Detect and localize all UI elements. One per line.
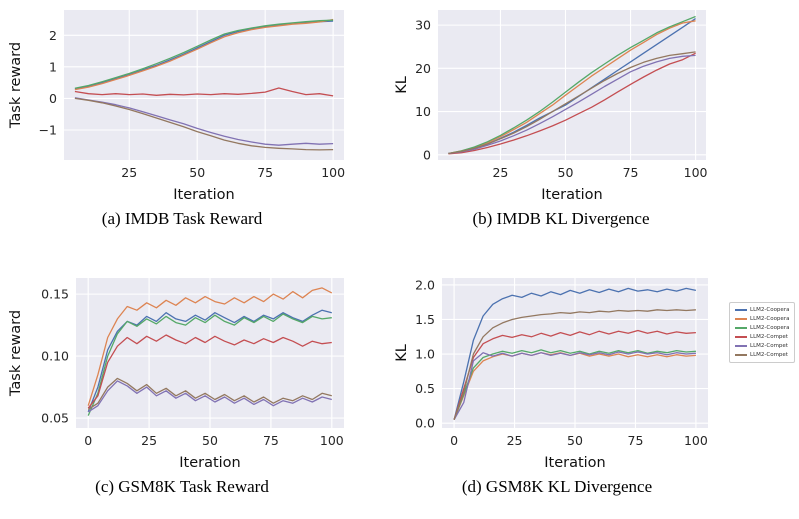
y-tick-label: 1.5 — [415, 312, 435, 327]
legend-item: LLM2-Coopera — [735, 316, 789, 322]
x-tick-label: 100 — [321, 165, 345, 180]
x-tick-label: 100 — [684, 165, 708, 180]
series-line-brown — [87, 377, 332, 410]
y-tick-label: 0 — [423, 147, 431, 162]
x-tick-label: 0 — [450, 433, 458, 448]
y-tick-label: 1.0 — [415, 347, 435, 362]
legend-swatch — [735, 354, 747, 356]
legend-swatch — [735, 309, 747, 311]
legend-swatch — [735, 318, 747, 320]
figure-panel-c: 0 25 50 75 100 0.05 0.10 0.15 Iteration Task rewa… — [6, 272, 358, 497]
y-tick-label: 0 — [49, 91, 57, 106]
x-tick-label: 25 — [141, 433, 157, 448]
series-line-brown — [453, 309, 696, 420]
x-tick-label: 100 — [684, 433, 708, 448]
x-tick-label: 75 — [628, 433, 644, 448]
series-line-orange — [448, 20, 696, 155]
chart-imdb-kl-divergence: 25 50 75 100 0 10 20 30 Iteration KL — [394, 10, 708, 203]
legend-label: LLM2-Coopera — [750, 316, 790, 322]
series-line-green — [448, 15, 696, 155]
x-tick-label: 25 — [507, 433, 523, 448]
figure-caption-a: (a) IMDB Task Reward — [101, 209, 263, 228]
x-tick-label: 50 — [202, 433, 218, 448]
chart-gsm8k-task-reward: 0 25 50 75 100 0.05 0.10 0.15 Iteration Task rewa… — [8, 278, 344, 471]
plot-area — [438, 10, 706, 160]
legend-item: LLM2-Compet — [735, 352, 789, 358]
x-tick-label: 25 — [121, 165, 137, 180]
plot-area — [64, 10, 344, 160]
series-line-purple — [453, 351, 696, 421]
y-axis-label: KL — [394, 76, 410, 94]
x-axis-label: Iteration — [179, 455, 241, 471]
legend-swatch — [735, 345, 747, 347]
series-line-red — [448, 52, 696, 155]
x-tick-label: 100 — [320, 433, 344, 448]
legend-swatch — [735, 336, 747, 338]
legend-item: LLM2-Compet — [735, 334, 789, 340]
figure-caption-c: (c) GSM8K Task Reward — [95, 477, 269, 496]
series-line-red — [453, 329, 696, 420]
figure-caption-d: (d) GSM8K KL Divergence — [461, 477, 653, 496]
legend: LLM2-Coopera LLM2-Coopera LLM2-Coopera LLM2… — [729, 302, 796, 363]
x-axis-label: Iteration — [541, 187, 603, 203]
series-line-brown — [448, 51, 696, 155]
figure-panel-a: 25 50 75 100 −1 0 1 2 Iteration Task reward (a) I… — [6, 4, 358, 229]
figure-panel-b: 25 50 75 100 0 10 20 30 Iteration KL (b) IMDB KL … — [392, 4, 730, 229]
series-line-purple — [87, 380, 332, 413]
legend-item: LLM2-Compet — [735, 343, 789, 349]
x-tick-label: 50 — [189, 165, 205, 180]
legend-label: LLM2-Compet — [750, 352, 788, 358]
legend-label: LLM2-Coopera — [750, 307, 790, 313]
series-line-orange — [87, 287, 333, 406]
legend-swatch — [735, 327, 747, 329]
y-tick-label: 0.10 — [41, 349, 69, 364]
series-line-brown — [74, 97, 334, 151]
y-tick-label: 30 — [415, 18, 431, 33]
x-axis-label: Iteration — [173, 187, 235, 203]
chart-imdb-task-reward: 25 50 75 100 −1 0 1 2 Iteration Task reward — [8, 10, 345, 203]
series-line-green — [87, 313, 332, 416]
x-tick-label: 50 — [567, 433, 583, 448]
y-tick-label: 2.0 — [415, 277, 435, 292]
legend-item: LLM2-Coopera — [735, 307, 789, 313]
y-axis-label: Task reward — [8, 42, 24, 129]
legend-label: LLM2-Coopera — [750, 325, 790, 331]
y-tick-label: 0.0 — [415, 416, 435, 431]
series-line-blue — [453, 287, 697, 420]
y-axis-label: Task reward — [8, 310, 24, 397]
series-line-orange — [74, 18, 334, 91]
y-tick-label: −1 — [39, 123, 57, 138]
x-tick-label: 50 — [558, 165, 574, 180]
y-tick-label: 0.5 — [415, 381, 435, 396]
x-tick-label: 25 — [492, 165, 508, 180]
y-tick-label: 0.05 — [41, 411, 69, 426]
legend-item: LLM2-Coopera — [735, 325, 789, 331]
x-tick-label: 0 — [84, 433, 92, 448]
y-tick-label: 0.15 — [41, 287, 69, 302]
y-tick-label: 20 — [415, 61, 431, 76]
chart-gsm8k-kl-divergence: 0 25 50 75 100 0.0 0.5 1.0 1.5 2.0 Iteration KL — [394, 277, 708, 471]
x-tick-label: 75 — [257, 165, 273, 180]
series-line-purple — [74, 97, 334, 146]
series-line-red — [87, 334, 332, 409]
series-line-green — [74, 19, 334, 89]
x-tick-label: 75 — [623, 165, 639, 180]
legend-label: LLM2-Compet — [750, 343, 788, 349]
legend-label: LLM2-Compet — [750, 334, 788, 340]
y-tick-label: 2 — [49, 28, 57, 43]
series-line-green — [453, 349, 696, 420]
y-tick-label: 10 — [415, 104, 431, 119]
x-tick-label: 75 — [263, 433, 279, 448]
series-line-purple — [448, 54, 696, 155]
x-axis-label: Iteration — [544, 455, 606, 471]
figure-panel-d: 0 25 50 75 100 0.0 0.5 1.0 1.5 2.0 Iteration KL (d)… — [392, 272, 722, 497]
y-axis-label: KL — [394, 344, 410, 362]
figure-caption-b: (b) IMDB KL Divergence — [472, 209, 650, 228]
series-line-red — [74, 87, 334, 97]
y-tick-label: 1 — [49, 59, 57, 74]
